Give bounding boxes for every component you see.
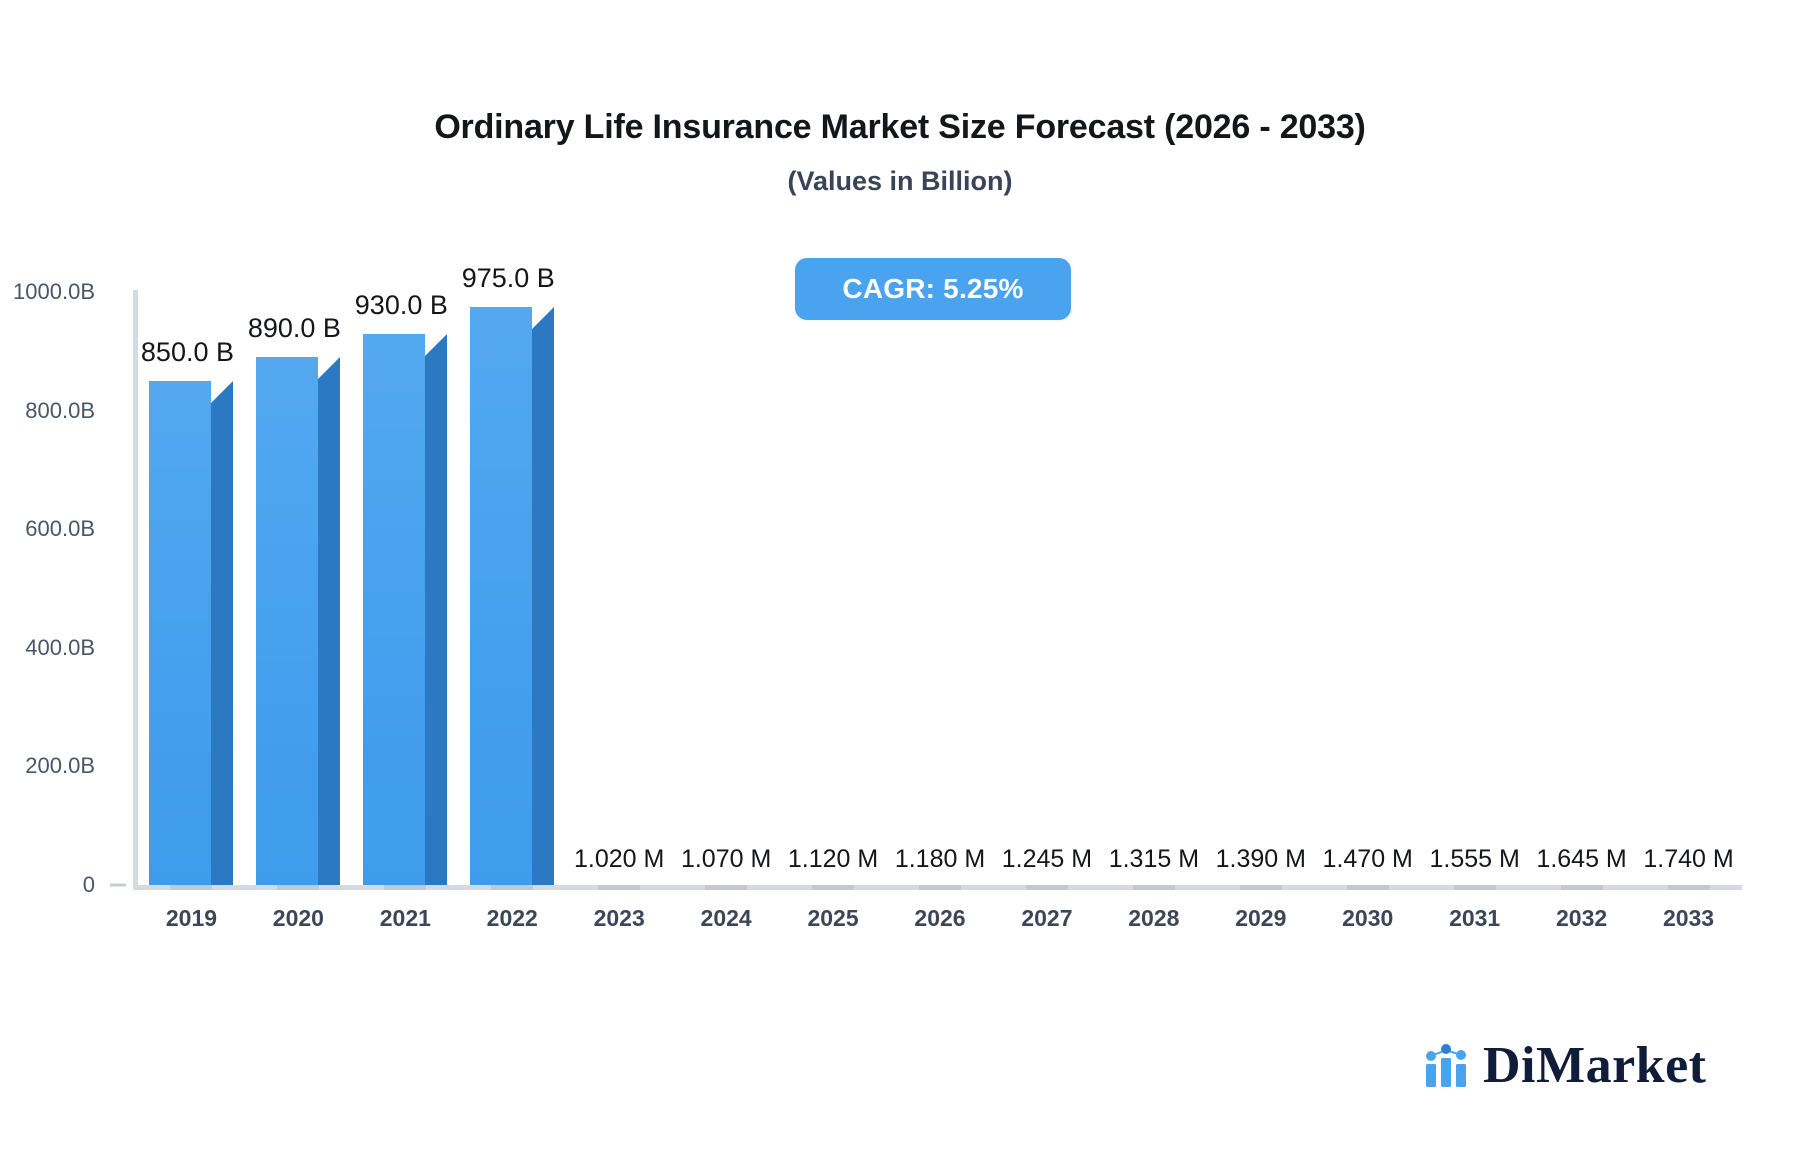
forecast-value-label: 1.555 M bbox=[1429, 845, 1520, 873]
x-axis-tick-mark bbox=[277, 885, 320, 890]
bar-chart-trend-icon bbox=[1426, 1044, 1466, 1087]
bar[interactable] bbox=[149, 380, 234, 885]
logo-text: DiMarket bbox=[1483, 1037, 1707, 1094]
x-axis-tick-mark bbox=[1667, 885, 1710, 890]
x-axis-year-label: 2033 bbox=[1662, 905, 1715, 931]
x-axis-year-label: 2022 bbox=[486, 905, 538, 931]
x-axis-tick-mark bbox=[1453, 885, 1496, 890]
x-axis-tick-mark bbox=[491, 885, 534, 890]
forecast-value-label: 1.245 M bbox=[1001, 845, 1093, 873]
x-axis-tick-mark bbox=[1239, 885, 1282, 890]
y-axis-line bbox=[133, 290, 138, 887]
chart-title: Ordinary Life Insurance Market Size Fore… bbox=[434, 108, 1366, 146]
x-axis-tick-mark bbox=[1346, 885, 1389, 890]
x-axis-year-label: 2024 bbox=[700, 905, 752, 931]
x-axis-year-label: 2020 bbox=[272, 905, 324, 931]
bar-value-label: 850.0 B bbox=[140, 336, 234, 367]
bar-side-face bbox=[425, 355, 448, 885]
bar-front-face bbox=[256, 357, 319, 885]
y-axis-tick-label: 800.0B bbox=[25, 397, 95, 423]
bar-top-bevel bbox=[425, 333, 448, 356]
bar-top-bevel bbox=[318, 357, 341, 380]
bar-front-face bbox=[149, 380, 212, 885]
y-axis-tick-mark bbox=[110, 883, 126, 887]
cagr-badge: CAGR: 5.25% bbox=[795, 258, 1071, 320]
forecast-value-label: 1.470 M bbox=[1322, 845, 1413, 873]
forecast-value-label: 1.120 M bbox=[787, 845, 879, 873]
y-axis-tick-label: 0 bbox=[82, 872, 95, 897]
x-axis-year-label: 2023 bbox=[593, 905, 645, 931]
x-axis-tick-mark bbox=[170, 885, 213, 890]
y-axis-tick-label: 200.0B bbox=[25, 753, 95, 779]
bar-front-face bbox=[470, 306, 533, 885]
bar-front-face bbox=[363, 333, 426, 885]
dimarket-logo: DiMarket bbox=[1425, 1040, 1706, 1092]
x-axis-year-label: 2027 bbox=[1021, 905, 1073, 931]
x-axis-tick-mark bbox=[812, 885, 855, 890]
x-axis-tick-mark bbox=[1560, 885, 1603, 890]
bar-value-label: 975.0 B bbox=[461, 262, 555, 293]
x-axis-tick-mark bbox=[705, 885, 748, 890]
y-axis-tick-label: 600.0B bbox=[25, 516, 95, 542]
x-axis-year-label: 2026 bbox=[914, 905, 966, 931]
y-axis-tick-label: 400.0B bbox=[25, 634, 95, 660]
forecast-value-label: 1.070 M bbox=[680, 845, 772, 873]
y-axis-tick-label: 1000.0B bbox=[13, 279, 95, 304]
x-axis-year-label: 2021 bbox=[379, 905, 431, 931]
bar[interactable] bbox=[470, 306, 555, 885]
bar-top-bevel bbox=[532, 306, 555, 329]
x-axis-year-label: 2025 bbox=[807, 905, 859, 931]
x-axis-tick-mark bbox=[919, 885, 961, 890]
bar-value-label: 890.0 B bbox=[247, 313, 341, 344]
bar[interactable] bbox=[363, 333, 448, 885]
x-axis-year-label: 2029 bbox=[1235, 905, 1287, 931]
x-axis-year-label: 2032 bbox=[1556, 905, 1608, 931]
bar-side-face bbox=[318, 379, 341, 885]
x-axis-year-label: 2031 bbox=[1449, 905, 1501, 931]
x-axis-year-label: 2019 bbox=[165, 905, 218, 931]
forecast-value-label: 1.315 M bbox=[1108, 845, 1200, 873]
forecast-value-label: 1.740 M bbox=[1643, 845, 1734, 873]
forecast-value-label: 1.645 M bbox=[1536, 845, 1627, 873]
x-axis-tick-mark bbox=[1132, 885, 1175, 890]
cagr-badge-label: CAGR: 5.25% bbox=[842, 273, 1024, 304]
x-axis-tick-mark bbox=[384, 885, 427, 890]
bar-side-face bbox=[532, 328, 555, 885]
forecast-value-label: 1.180 M bbox=[894, 845, 986, 873]
chart-subtitle: (Values in Billion) bbox=[787, 166, 1013, 196]
x-axis-tick-mark bbox=[598, 885, 641, 890]
forecast-value-label: 1.020 M bbox=[574, 845, 665, 873]
x-axis-year-label: 2028 bbox=[1128, 905, 1180, 931]
x-axis-tick-mark bbox=[1025, 885, 1068, 890]
bar-side-face bbox=[211, 402, 234, 885]
forecast-value-label: 1.390 M bbox=[1215, 845, 1306, 873]
bar-value-label: 930.0 B bbox=[354, 289, 448, 320]
x-axis-year-label: 2030 bbox=[1342, 905, 1394, 931]
bar-top-bevel bbox=[211, 380, 234, 403]
bar[interactable] bbox=[256, 357, 341, 885]
